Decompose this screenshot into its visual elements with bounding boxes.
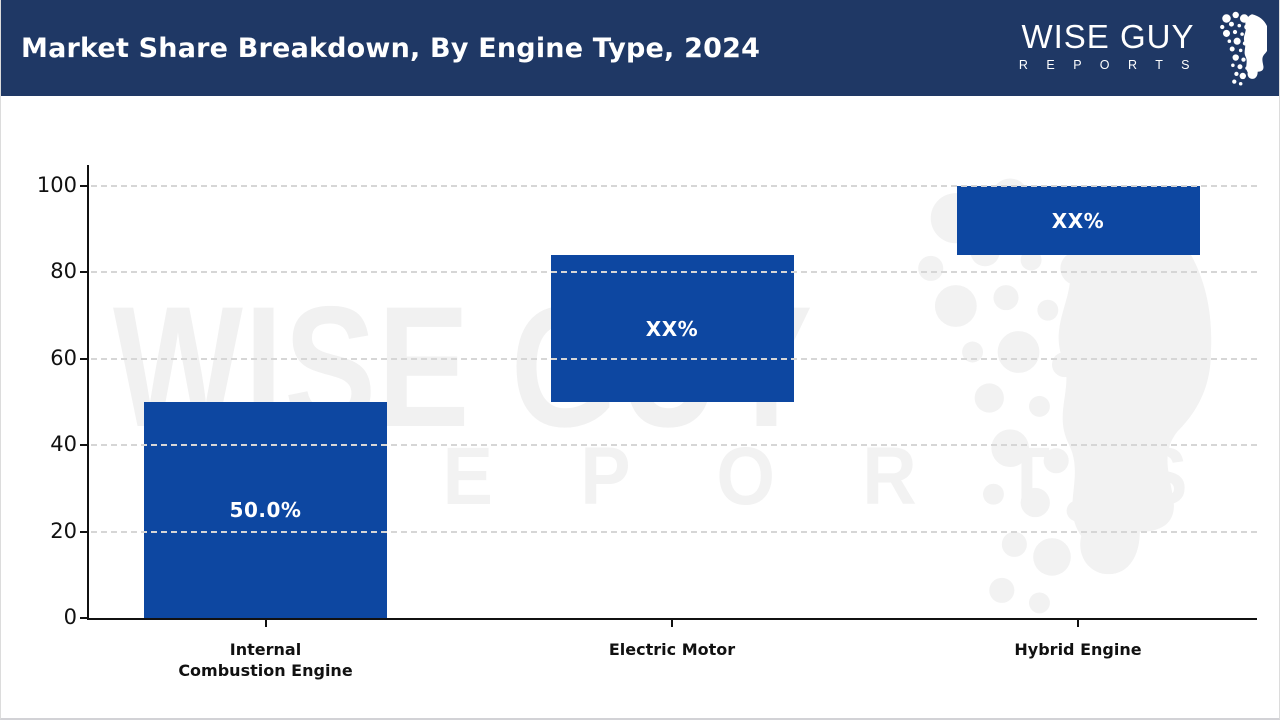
x-tick-label-1: Electric Motor <box>502 639 842 660</box>
y-tick-label-60: 60 <box>50 345 77 370</box>
x-tick-mark-0 <box>264 620 267 627</box>
x-tick-label-line: Combustion Engine <box>178 661 353 680</box>
y-gridline-100 <box>91 185 1257 187</box>
bar-value-label-2: XX% <box>1051 208 1105 233</box>
y-tick-mark-40 <box>80 444 87 447</box>
logo-wordmark: WISE GUY <box>1021 18 1195 55</box>
y-tick-mark-0 <box>80 617 87 619</box>
chart-title: Market Share Breakdown, By Engine Type, … <box>21 32 761 64</box>
x-tick-label-line: Internal <box>229 640 302 659</box>
bar-2: XX% <box>956 186 1200 256</box>
wise-guy-reports-logo: WISE GUY R E P O R T S <box>1017 8 1267 90</box>
bar-value-label-1: XX% <box>645 316 699 341</box>
y-tick-mark-20 <box>80 530 87 533</box>
y-axis-line <box>87 165 89 620</box>
y-tick-label-20: 20 <box>50 518 77 543</box>
bar-0: 50.0% <box>144 402 387 618</box>
y-gridline-60 <box>91 357 1257 360</box>
x-tick-label-line: Hybrid Engine <box>1014 640 1142 659</box>
y-tick-mark-100 <box>80 185 87 187</box>
y-tick-mark-60 <box>80 357 87 360</box>
y-gridline-40 <box>91 444 1257 447</box>
bar-value-label-0: 50.0% <box>229 498 302 522</box>
logo-subtitle: R E P O R T S <box>1018 58 1197 72</box>
header-bar: Market Share Breakdown, By Engine Type, … <box>1 0 1279 96</box>
x-tick-mark-1 <box>671 620 673 627</box>
logo-face-icon <box>1203 10 1267 88</box>
y-gridline-20 <box>91 530 1257 533</box>
y-tick-mark-80 <box>80 271 87 274</box>
y-gridline-80 <box>91 271 1257 274</box>
x-tick-label-2: Hybrid Engine <box>908 639 1248 660</box>
x-tick-label-0: Internal Combustion Engine <box>96 639 436 681</box>
y-tick-label-80: 80 <box>50 259 77 284</box>
y-tick-label-0: 0 <box>63 605 77 629</box>
x-tick-mark-2 <box>1077 620 1079 627</box>
logo-text: WISE GUY R E P O R T S <box>1019 18 1197 72</box>
y-tick-label-40: 40 <box>50 432 77 457</box>
x-axis-line <box>87 618 1257 620</box>
bar-1: XX% <box>550 255 794 402</box>
x-tick-label-line: Electric Motor <box>608 640 736 659</box>
y-tick-label-100: 100 <box>36 173 77 197</box>
